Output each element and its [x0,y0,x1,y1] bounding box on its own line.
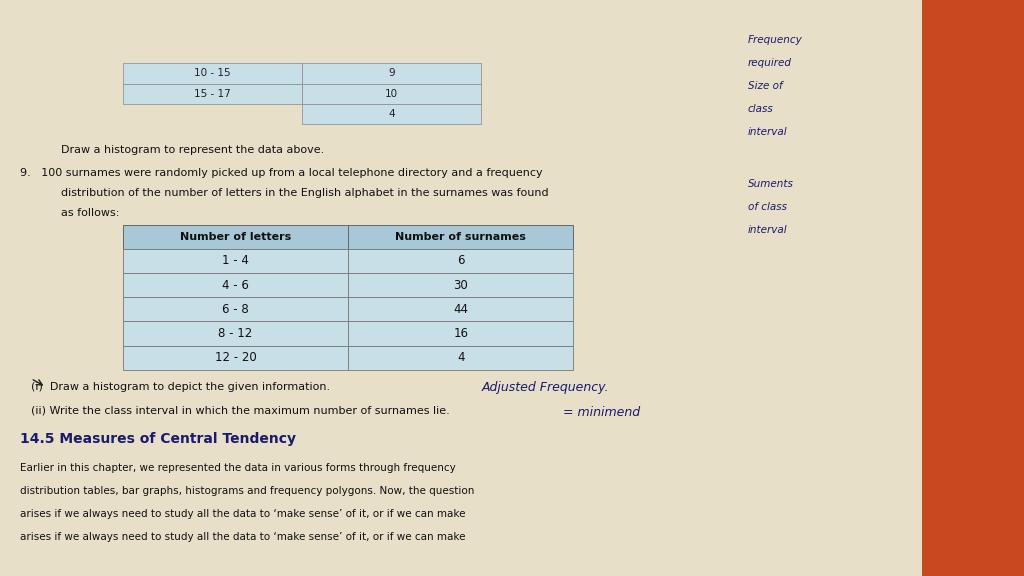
Text: 30: 30 [454,279,468,291]
Text: 8 - 12: 8 - 12 [218,327,253,340]
Text: interval: interval [748,225,787,236]
Text: (i)  Draw a histogram to depict the given information.: (i) Draw a histogram to depict the given… [31,382,330,392]
Text: interval: interval [748,127,787,138]
Text: 12 - 20: 12 - 20 [215,351,256,364]
FancyBboxPatch shape [123,297,348,321]
Text: as follows:: as follows: [61,208,120,218]
Text: 4 - 6: 4 - 6 [222,279,249,291]
FancyBboxPatch shape [302,63,481,84]
Text: Number of surnames: Number of surnames [395,232,526,242]
Text: 16: 16 [454,327,468,340]
FancyBboxPatch shape [348,273,573,297]
Text: of class: of class [748,202,786,213]
FancyBboxPatch shape [348,346,573,370]
Text: distribution tables, bar graphs, histograms and frequency polygons. Now, the que: distribution tables, bar graphs, histogr… [20,486,475,496]
Text: 6 - 8: 6 - 8 [222,303,249,316]
FancyBboxPatch shape [123,225,348,249]
Text: 4: 4 [457,351,465,364]
FancyBboxPatch shape [348,297,573,321]
Text: 1 - 4: 1 - 4 [222,255,249,267]
FancyBboxPatch shape [302,84,481,104]
Text: 6: 6 [457,255,465,267]
FancyBboxPatch shape [123,84,302,104]
Text: class: class [748,104,773,115]
FancyBboxPatch shape [302,104,481,124]
FancyBboxPatch shape [348,321,573,346]
Text: Number of letters: Number of letters [180,232,291,242]
Text: distribution of the number of letters in the English alphabet in the surnames wa: distribution of the number of letters in… [61,188,549,198]
Text: 10: 10 [385,89,398,98]
Text: 14.5 Measures of Central Tendency: 14.5 Measures of Central Tendency [20,432,297,446]
FancyBboxPatch shape [123,346,348,370]
Text: 4: 4 [388,109,395,119]
Text: Earlier in this chapter, we represented the data in various forms through freque: Earlier in this chapter, we represented … [20,463,457,473]
FancyBboxPatch shape [348,249,573,273]
FancyBboxPatch shape [123,273,348,297]
FancyBboxPatch shape [922,0,1024,576]
Text: (ii) Write the class interval in which the maximum number of surnames lie.: (ii) Write the class interval in which t… [31,405,450,415]
Text: 10 - 15: 10 - 15 [195,69,230,78]
Text: Size of: Size of [748,81,782,92]
Text: 44: 44 [454,303,468,316]
Text: arises if we always need to study all the data to ‘make sense’ of it, or if we c: arises if we always need to study all th… [20,509,466,519]
Text: Suments: Suments [748,179,794,190]
Text: Frequency: Frequency [748,35,802,46]
FancyBboxPatch shape [123,63,302,84]
FancyBboxPatch shape [348,225,573,249]
Text: required: required [748,58,792,69]
Text: 15 - 17: 15 - 17 [195,89,230,98]
Text: 9.   100 surnames were randomly picked up from a local telephone directory and a: 9. 100 surnames were randomly picked up … [20,168,543,178]
Text: 9: 9 [388,69,395,78]
Text: = minimend: = minimend [563,407,640,419]
Text: Draw a histogram to represent the data above.: Draw a histogram to represent the data a… [61,145,325,155]
FancyBboxPatch shape [123,321,348,346]
FancyBboxPatch shape [123,249,348,273]
Text: arises if we always need to study all the data to ‘make sense’ of it, or if we c: arises if we always need to study all th… [20,532,466,542]
Text: Adjusted Frequency.: Adjusted Frequency. [481,381,609,393]
